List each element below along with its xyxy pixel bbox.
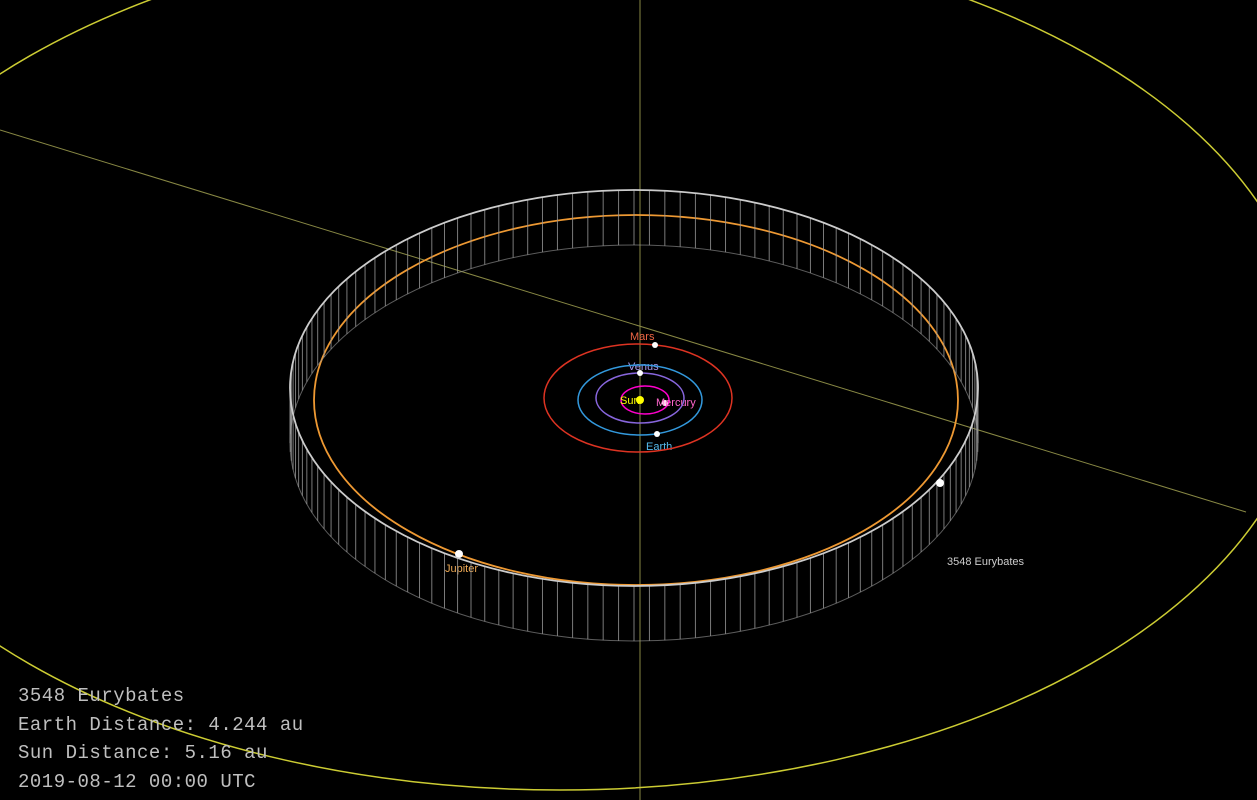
orbit-diagram: MercuryVenusEarthMarsJupiter3548 Eurybat… [0,0,1257,800]
sun-distance: Sun Distance: 5.16 au [18,739,304,768]
venus-label: Venus [628,361,659,373]
mars-label: Mars [630,331,655,343]
eurybates-label: 3548 Eurybates [947,556,1025,568]
jupiter-label: Jupiter [445,563,478,575]
datetime: 2019-08-12 00:00 UTC [18,768,304,797]
eurybates-hachure [290,190,978,641]
mercury-label: Mercury [656,397,696,409]
earth-distance: Earth Distance: 4.244 au [18,711,304,740]
earth-marker [654,431,660,437]
object-name: 3548 Eurybates [18,682,304,711]
sun-label: Sun [620,395,640,407]
eurybates-marker [936,479,944,487]
info-box: 3548 Eurybates Earth Distance: 4.244 au … [18,682,304,796]
reference-line-ecliptic [0,130,1246,512]
